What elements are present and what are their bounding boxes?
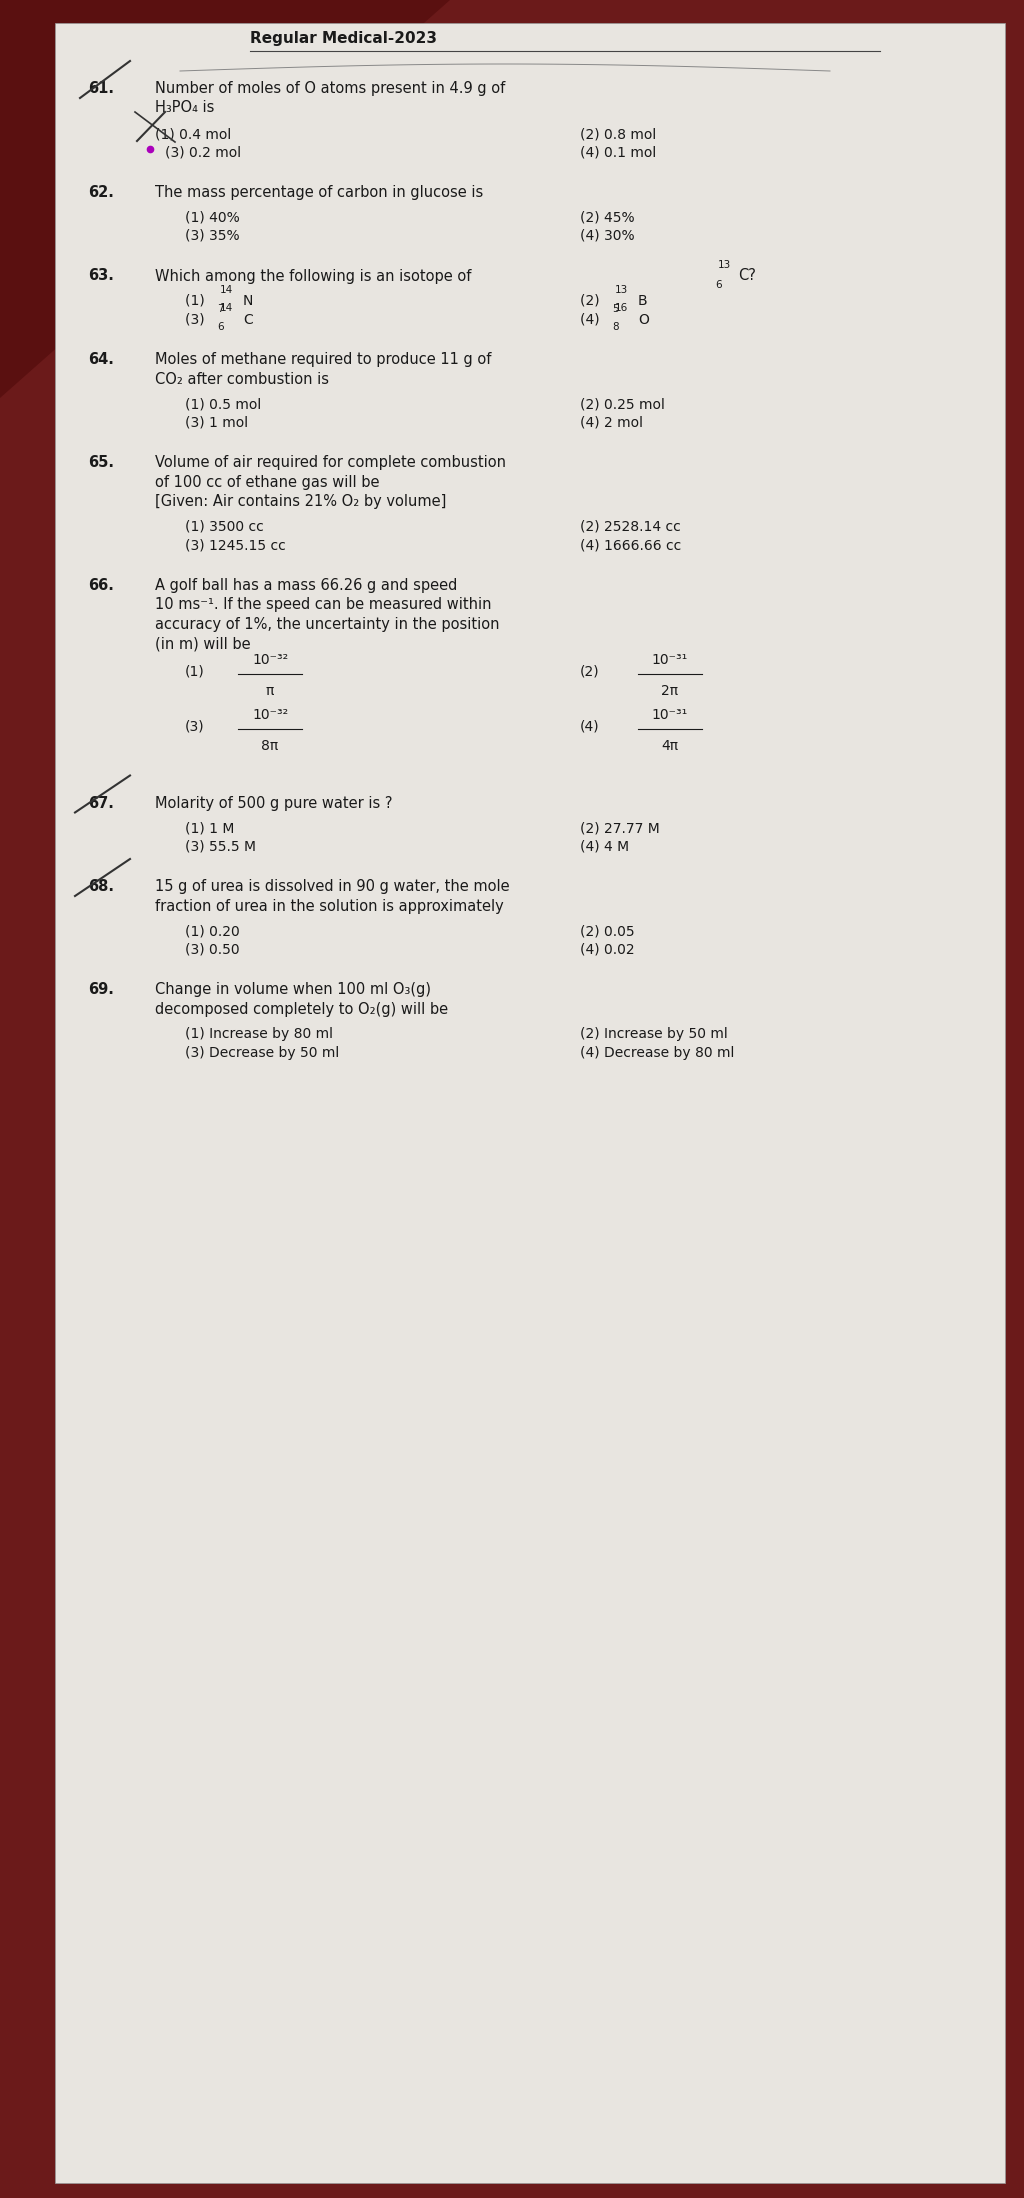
Text: 4π: 4π <box>662 739 679 752</box>
Text: (4): (4) <box>580 312 604 328</box>
Text: 10⁻³²: 10⁻³² <box>252 708 288 721</box>
Text: 66.: 66. <box>88 578 114 593</box>
Text: (3): (3) <box>185 719 205 734</box>
Text: decomposed completely to O₂(g) will be: decomposed completely to O₂(g) will be <box>155 1002 449 1015</box>
Text: (1) 0.20: (1) 0.20 <box>185 923 240 939</box>
Text: (3) 0.50: (3) 0.50 <box>185 943 240 956</box>
Text: 69.: 69. <box>88 983 114 998</box>
Text: B: B <box>638 295 647 308</box>
Text: 14: 14 <box>220 286 233 295</box>
Text: 10⁻³²: 10⁻³² <box>252 653 288 666</box>
Text: 67.: 67. <box>88 796 114 811</box>
Text: (3) 0.2 mol: (3) 0.2 mol <box>165 145 241 160</box>
Text: (2) 27.77 M: (2) 27.77 M <box>580 822 659 835</box>
Text: Number of moles of O atoms present in 4.9 g of: Number of moles of O atoms present in 4.… <box>155 81 505 97</box>
Text: 16: 16 <box>615 303 629 314</box>
Text: 15 g of urea is dissolved in 90 g water, the mole: 15 g of urea is dissolved in 90 g water,… <box>155 879 510 895</box>
Text: 8: 8 <box>612 323 618 332</box>
Text: of 100 cc of ethane gas will be: of 100 cc of ethane gas will be <box>155 475 380 490</box>
Text: (in m) will be: (in m) will be <box>155 635 251 651</box>
Text: 68.: 68. <box>88 879 114 895</box>
Text: π: π <box>266 684 274 697</box>
Text: Regular Medical-2023: Regular Medical-2023 <box>250 31 437 46</box>
Text: (1) 0.4 mol: (1) 0.4 mol <box>155 127 231 141</box>
Text: (4): (4) <box>580 719 600 734</box>
Text: The mass percentage of carbon in glucose is: The mass percentage of carbon in glucose… <box>155 185 483 200</box>
Text: C?: C? <box>738 268 756 284</box>
Text: H₃PO₄ is: H₃PO₄ is <box>155 101 214 116</box>
Text: (2): (2) <box>580 295 604 308</box>
Text: C: C <box>243 312 253 328</box>
Text: 8π: 8π <box>261 739 279 752</box>
Text: (4) 30%: (4) 30% <box>580 229 635 244</box>
Text: A golf ball has a mass 66.26 g and speed: A golf ball has a mass 66.26 g and speed <box>155 578 458 593</box>
Text: 6: 6 <box>715 281 722 290</box>
Text: 13: 13 <box>615 286 629 295</box>
Text: Change in volume when 100 ml O₃(g): Change in volume when 100 ml O₃(g) <box>155 983 431 998</box>
Text: (4) 0.02: (4) 0.02 <box>580 943 635 956</box>
Text: 5: 5 <box>612 303 618 314</box>
Text: N: N <box>243 295 253 308</box>
Text: (1) 1 M: (1) 1 M <box>185 822 234 835</box>
Polygon shape <box>0 0 450 398</box>
Text: 7: 7 <box>217 303 223 314</box>
Text: O: O <box>638 312 649 328</box>
Text: 10⁻³¹: 10⁻³¹ <box>652 653 688 666</box>
Text: 64.: 64. <box>88 352 114 367</box>
Text: (2) Increase by 50 ml: (2) Increase by 50 ml <box>580 1026 728 1042</box>
Text: (1): (1) <box>185 664 205 679</box>
Text: (3) 55.5 M: (3) 55.5 M <box>185 840 256 853</box>
Text: (2) 2528.14 cc: (2) 2528.14 cc <box>580 519 681 534</box>
Text: 10 ms⁻¹. If the speed can be measured within: 10 ms⁻¹. If the speed can be measured wi… <box>155 598 492 611</box>
Text: (2) 45%: (2) 45% <box>580 211 635 224</box>
Text: 10⁻³¹: 10⁻³¹ <box>652 708 688 721</box>
Text: (3): (3) <box>185 312 209 328</box>
Text: [Given: Air contains 21% O₂ by volume]: [Given: Air contains 21% O₂ by volume] <box>155 495 446 510</box>
Text: accuracy of 1%, the uncertainty in the position: accuracy of 1%, the uncertainty in the p… <box>155 615 500 631</box>
Text: 61.: 61. <box>88 81 114 97</box>
FancyBboxPatch shape <box>55 22 1005 2183</box>
Text: (2) 0.25 mol: (2) 0.25 mol <box>580 398 665 411</box>
Text: Moles of methane required to produce 11 g of: Moles of methane required to produce 11 … <box>155 352 492 367</box>
Text: (1) 3500 cc: (1) 3500 cc <box>185 519 264 534</box>
Text: Which among the following is an isotope of: Which among the following is an isotope … <box>155 268 476 284</box>
Text: (1): (1) <box>185 295 209 308</box>
Text: (4) 4 M: (4) 4 M <box>580 840 629 853</box>
Text: (1) 0.5 mol: (1) 0.5 mol <box>185 398 261 411</box>
Text: (1) Increase by 80 ml: (1) Increase by 80 ml <box>185 1026 333 1042</box>
Text: Molarity of 500 g pure water is ?: Molarity of 500 g pure water is ? <box>155 796 392 811</box>
Text: (3) 1 mol: (3) 1 mol <box>185 415 248 429</box>
Text: 65.: 65. <box>88 455 114 470</box>
Text: Volume of air required for complete combustion: Volume of air required for complete comb… <box>155 455 506 470</box>
Text: (3) 35%: (3) 35% <box>185 229 240 244</box>
Text: (3) 1245.15 cc: (3) 1245.15 cc <box>185 539 286 552</box>
Text: 13: 13 <box>718 259 731 270</box>
Text: (2) 0.8 mol: (2) 0.8 mol <box>580 127 656 141</box>
Text: 2π: 2π <box>662 684 679 697</box>
Text: (4) 0.1 mol: (4) 0.1 mol <box>580 145 656 160</box>
Text: (4) Decrease by 80 ml: (4) Decrease by 80 ml <box>580 1046 734 1059</box>
Text: (3) Decrease by 50 ml: (3) Decrease by 50 ml <box>185 1046 339 1059</box>
Text: 63.: 63. <box>88 268 114 284</box>
Text: CO₂ after combustion is: CO₂ after combustion is <box>155 371 329 387</box>
Text: (2): (2) <box>580 664 600 679</box>
Text: 14: 14 <box>220 303 233 314</box>
Text: (1) 40%: (1) 40% <box>185 211 240 224</box>
Text: 6: 6 <box>217 323 223 332</box>
Text: (4) 1666.66 cc: (4) 1666.66 cc <box>580 539 681 552</box>
Text: (4) 2 mol: (4) 2 mol <box>580 415 643 429</box>
Text: (2) 0.05: (2) 0.05 <box>580 923 635 939</box>
Text: 62.: 62. <box>88 185 114 200</box>
Text: fraction of urea in the solution is approximately: fraction of urea in the solution is appr… <box>155 899 504 914</box>
